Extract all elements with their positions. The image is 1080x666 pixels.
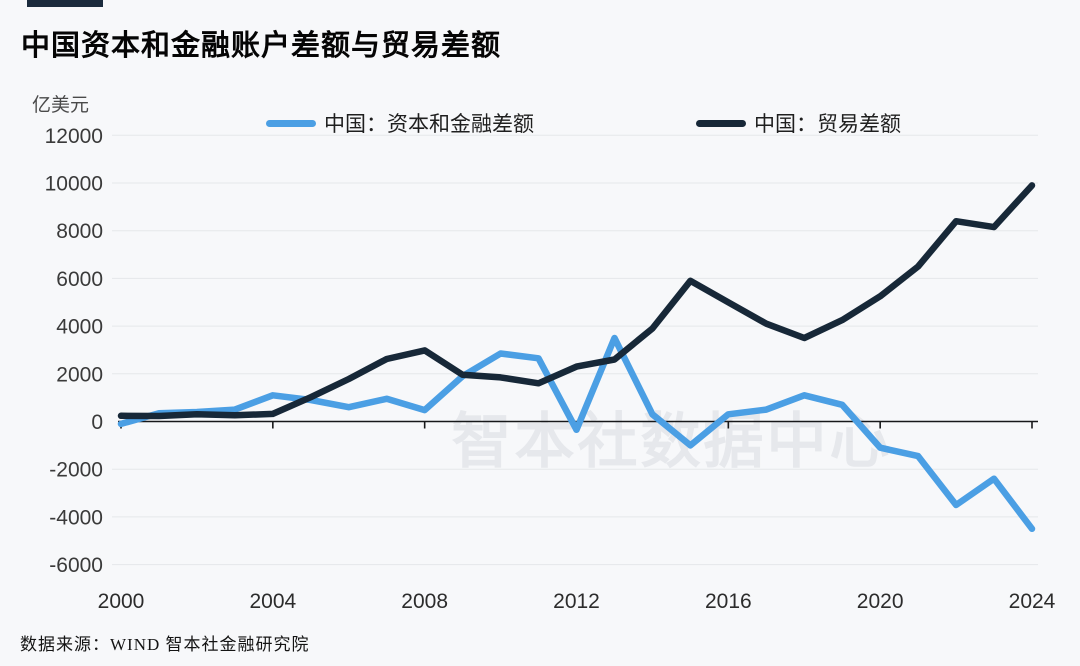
- watermark: 智本社数据中心: [452, 408, 893, 475]
- y-tick-label: 12000: [45, 125, 103, 148]
- y-tick-label: 8000: [56, 220, 103, 243]
- x-tick-label: 2000: [98, 590, 145, 613]
- x-tick-label: 2008: [401, 590, 448, 613]
- series-line-trade-balance: [117, 182, 1036, 420]
- x-tick-label: 2016: [705, 590, 752, 613]
- y-tick-label: 0: [91, 411, 103, 434]
- y-tick-label: 2000: [56, 363, 103, 386]
- legend-label-trade: 中国：贸易差额: [754, 112, 901, 136]
- x-tick-label: 2020: [857, 590, 904, 613]
- accent-bar: [27, 0, 103, 7]
- y-tick-label: 10000: [45, 173, 103, 196]
- legend-item-trade: 中国：贸易差额: [696, 112, 901, 136]
- legend-label-capital: 中国：资本和金融差额: [324, 112, 534, 136]
- page-title: 中国资本和金融账户差额与贸易差额: [21, 30, 502, 62]
- y-axis-unit-label: 亿美元: [32, 95, 90, 116]
- y-tick-label: -4000: [49, 506, 103, 529]
- x-tick-label: 2012: [553, 590, 600, 613]
- series-line-capital-account: [117, 334, 1036, 533]
- y-tick-label: 6000: [56, 268, 103, 291]
- data-source-note: 数据来源：WIND 智本社金融研究院: [20, 635, 310, 654]
- legend-item-capital: 中国：资本和金融差额: [266, 112, 534, 136]
- legend-swatch-capital: [266, 119, 316, 127]
- y-tick-label: 4000: [56, 316, 103, 339]
- legend-swatch-trade: [696, 119, 746, 127]
- y-tick-label: -2000: [49, 459, 103, 482]
- y-tick-label: -6000: [49, 554, 103, 577]
- x-tick-label: 2004: [249, 590, 296, 613]
- x-tick-label: 2024: [1009, 590, 1056, 613]
